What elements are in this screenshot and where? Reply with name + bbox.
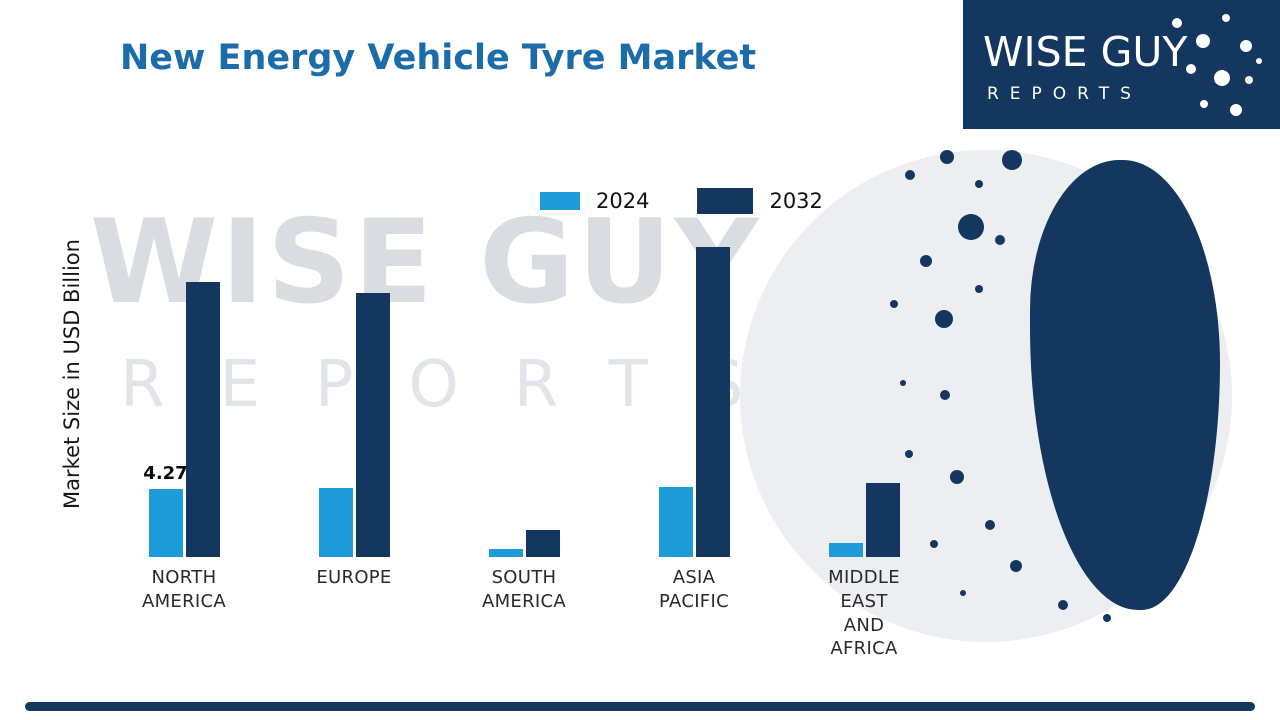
- decorative-dot: [900, 380, 906, 386]
- bar-2024-europe: [318, 488, 353, 557]
- category-label-south-america: SOUTH AMERICA: [481, 567, 566, 612]
- decorative-dot: [905, 170, 915, 180]
- bar-2024-asia-pacific: [658, 487, 693, 557]
- category-label-asia-pacific: ASIA PACIFIC: [659, 567, 729, 612]
- bar-2024-north-america: 4.27: [143, 463, 188, 557]
- decorative-dot: [995, 235, 1005, 245]
- y-axis-label: Market Size in USD Billion: [60, 239, 84, 509]
- decorative-dot: [1002, 150, 1022, 170]
- bar-2032-middle-east-and-africa: [865, 483, 900, 557]
- decorative-dot-white: [1172, 18, 1182, 28]
- decorative-dot: [985, 520, 995, 530]
- bar-group-middle-east-and-africa: MIDDLE EAST AND AFRICA: [779, 237, 949, 661]
- bar-2032-asia-pacific: [695, 247, 730, 557]
- bar-2032-north-america: [185, 282, 220, 557]
- decorative-dot-white: [1200, 100, 1208, 108]
- bar-group-asia-pacific: ASIA PACIFIC: [609, 237, 779, 661]
- category-label-europe: EUROPE: [316, 567, 392, 588]
- legend-swatch-2032: [697, 188, 754, 214]
- decorative-dot-white: [1240, 40, 1252, 52]
- legend-label-2024: 2024: [596, 189, 650, 213]
- decorative-dot: [920, 255, 932, 267]
- decorative-dot: [1058, 600, 1068, 610]
- decorative-dot-white: [1196, 34, 1210, 48]
- decorative-dot: [890, 300, 898, 308]
- bar-chart: 4.27 NORTH AMERICA EUROPE SOUTH AMERICA ASIA PA…: [99, 237, 949, 661]
- legend-item-2032: 2032: [697, 188, 823, 214]
- legend: 2024 2032: [540, 188, 823, 214]
- legend-item-2024: 2024: [540, 189, 649, 213]
- decorative-dot: [975, 285, 983, 293]
- decorative-dot-white: [1186, 64, 1196, 74]
- decorative-dot: [1010, 560, 1022, 572]
- category-label-middle-east-and-africa: MIDDLE EAST AND AFRICA: [828, 567, 900, 660]
- decorative-dot-white: [1222, 14, 1230, 22]
- logo-reports-text: REPORTS: [987, 84, 1142, 104]
- bar-2032-south-america: [525, 530, 560, 557]
- bar-2024-middle-east-and-africa: [828, 543, 863, 557]
- decorative-dot: [975, 180, 983, 188]
- decorative-dot-white: [1256, 58, 1262, 64]
- decorative-dot: [1103, 614, 1111, 622]
- bar-group-south-america: SOUTH AMERICA: [439, 237, 609, 661]
- decorative-dot: [905, 450, 913, 458]
- legend-swatch-2024: [540, 192, 580, 210]
- decorative-dot: [960, 590, 966, 596]
- decorative-dot: [940, 150, 954, 164]
- data-label-north-america: 4.27: [143, 463, 188, 484]
- bottom-accent-bar: [25, 702, 1255, 711]
- logo-wiseguy-text: WISE GUY: [983, 28, 1188, 76]
- category-label-north-america: NORTH AMERICA: [141, 567, 226, 612]
- bar-2032-europe: [355, 293, 390, 557]
- bar-group-north-america: 4.27 NORTH AMERICA: [99, 237, 269, 661]
- decorative-dot: [930, 540, 938, 548]
- bar-2024-south-america: [488, 549, 523, 557]
- decorative-dot-white: [1245, 76, 1253, 84]
- decorative-dot: [950, 470, 964, 484]
- decorative-dot: [935, 310, 953, 328]
- decorative-dot: [958, 214, 984, 240]
- watermark-reports: REPORTS: [120, 348, 799, 422]
- legend-label-2032: 2032: [769, 189, 823, 213]
- decorative-dot-white: [1214, 70, 1230, 86]
- chart-title: New Energy Vehicle Tyre Market: [120, 38, 757, 78]
- bar-group-europe: EUROPE: [269, 237, 439, 661]
- decorative-dot-white: [1230, 104, 1242, 116]
- decorative-dot: [940, 390, 950, 400]
